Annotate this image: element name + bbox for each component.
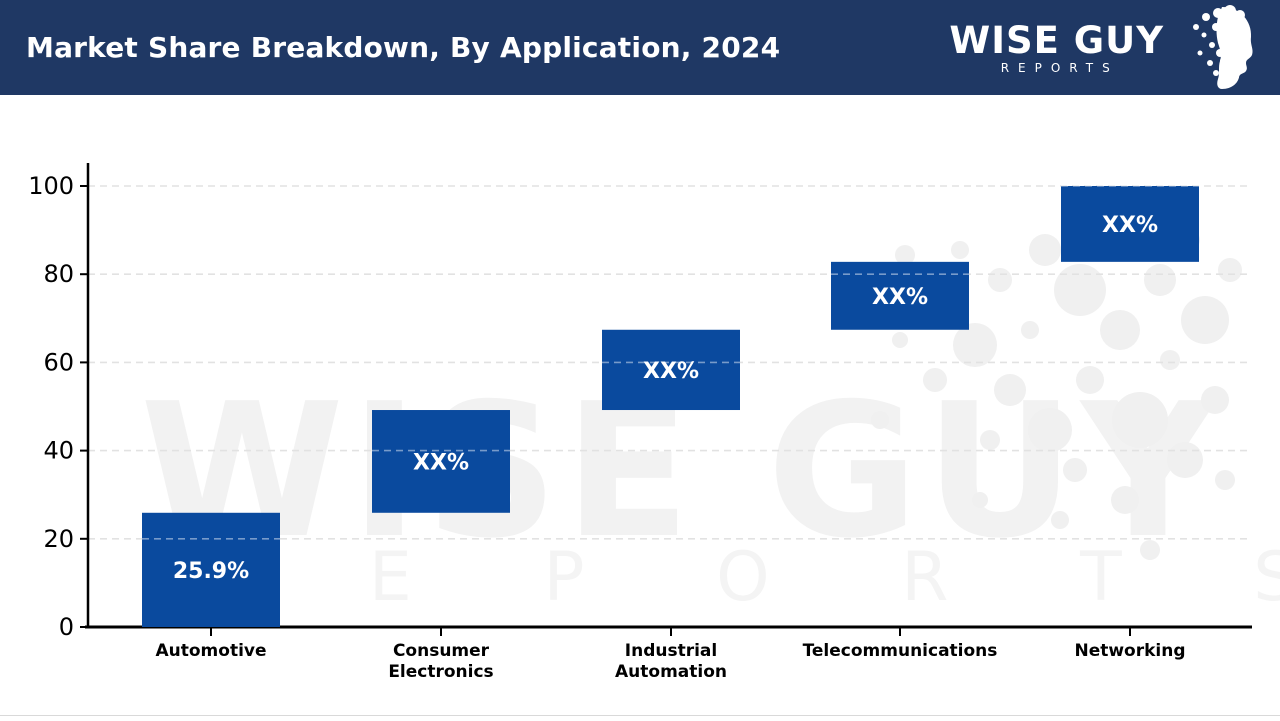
logo-text: WISE GUY REPORTS xyxy=(949,22,1164,74)
y-tick-label: 60 xyxy=(43,348,74,376)
watermark-face-dot xyxy=(1218,258,1242,282)
wise-guy-logo: WISE GUY REPORTS xyxy=(949,4,1254,91)
bar-value-label: XX% xyxy=(872,285,928,310)
watermark-face-dot xyxy=(923,368,947,392)
logo-wordmark: WISE GUY xyxy=(949,18,1164,62)
watermark-face-dot xyxy=(871,411,889,429)
bar-consumer-electronics xyxy=(372,410,510,513)
watermark-face-dot xyxy=(1111,486,1139,514)
bar-telecommunications xyxy=(831,261,969,330)
y-tick-label: 40 xyxy=(43,437,74,465)
watermark-face-dot xyxy=(1054,264,1106,316)
y-tick-label: 0 xyxy=(59,613,74,641)
x-category-label: Automation xyxy=(615,662,727,682)
watermark-face-dot xyxy=(1051,511,1069,529)
watermark-face-dot xyxy=(1100,310,1140,350)
x-category-label: Electronics xyxy=(388,662,493,682)
page-title: Market Share Breakdown, By Application, … xyxy=(26,31,781,64)
bar-value-label: XX% xyxy=(1102,213,1158,238)
watermark-face-dot xyxy=(1063,458,1087,482)
watermark-face-dot xyxy=(1201,386,1229,414)
watermark-face-dot xyxy=(1181,296,1229,344)
watermark-face-dot xyxy=(1215,470,1235,490)
x-category-label: Industrial xyxy=(625,641,717,661)
watermark-face-dot xyxy=(1028,408,1072,452)
chart-area: WISE GUY R E P O R T S 0 20 40 60 80 100 25.9% XX… xyxy=(0,95,1280,717)
x-category-label: Networking xyxy=(1074,641,1185,661)
y-tick-label: 80 xyxy=(43,260,74,288)
x-category-label: Consumer xyxy=(393,641,490,661)
logo-subtext: REPORTS xyxy=(1000,60,1119,75)
bar-value-label: XX% xyxy=(643,359,699,384)
watermark-face-dot xyxy=(1021,321,1039,339)
y-tick-label: 100 xyxy=(28,172,74,200)
bar-automotive xyxy=(142,512,280,627)
bottom-divider xyxy=(0,715,1280,716)
watermark-face-dot xyxy=(892,332,908,348)
header: Market Share Breakdown, By Application, … xyxy=(0,0,1280,95)
watermark-face-dot xyxy=(953,323,997,367)
watermark-face-dot xyxy=(951,241,969,259)
bar-value-label: 25.9% xyxy=(173,559,249,584)
watermark-face-dot xyxy=(1167,442,1203,478)
watermark-face-dot xyxy=(1029,234,1061,266)
x-category-label: Automotive xyxy=(155,641,266,661)
watermark-face-dot xyxy=(1160,350,1180,370)
watermark-face-dot xyxy=(988,268,1012,292)
watermark-face-dot xyxy=(1144,264,1176,296)
bar-networking xyxy=(1061,186,1199,262)
watermark-face-dot xyxy=(994,374,1026,406)
watermark-face-dot xyxy=(895,245,915,265)
watermark-face-dot xyxy=(1112,392,1168,448)
bar-industrial-automation xyxy=(602,329,740,411)
watermark-face-dot xyxy=(1076,366,1104,394)
x-category-label: Telecommunications xyxy=(803,641,998,661)
logo-face-icon xyxy=(1193,4,1253,89)
watermark-subtext: R E P O R T S xyxy=(190,538,1280,617)
watermark-face-dot xyxy=(980,430,1000,450)
y-tick-label: 20 xyxy=(43,525,74,553)
bar-value-label: XX% xyxy=(413,450,469,475)
watermark-face-dot xyxy=(972,492,988,508)
watermark-face-dot xyxy=(1140,540,1160,560)
